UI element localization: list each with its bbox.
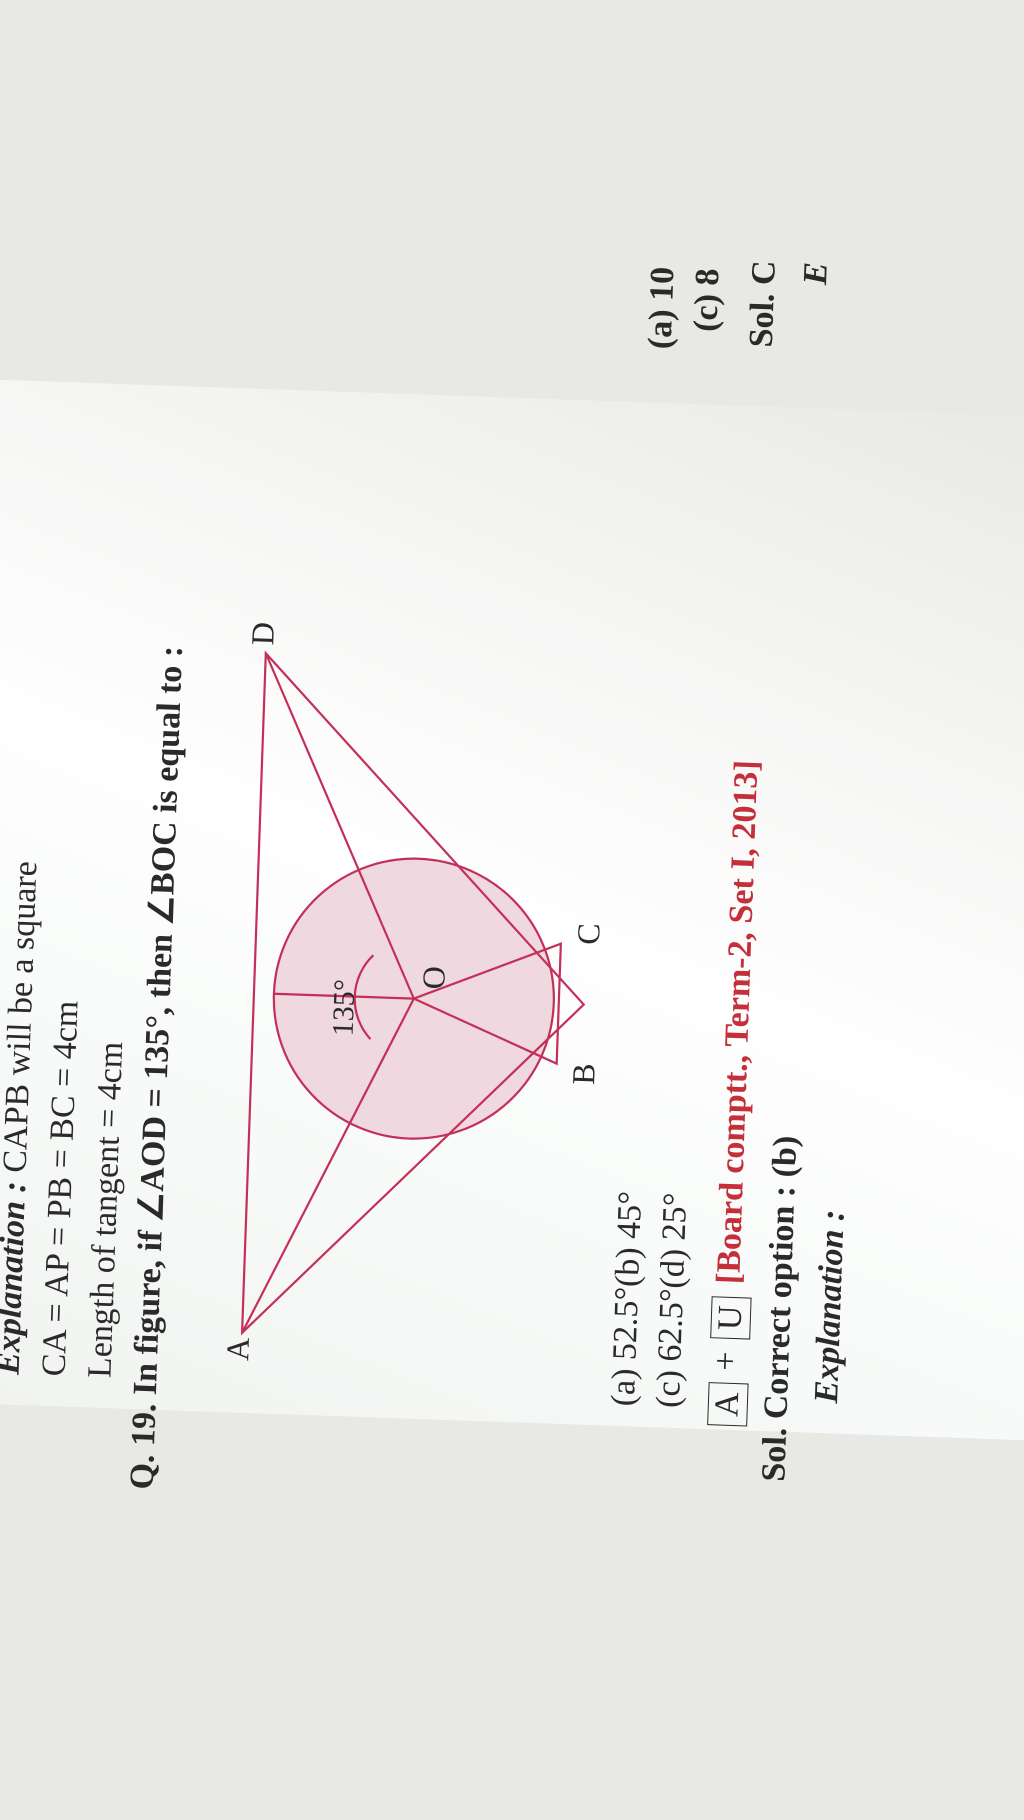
reference-text: [Board comptt., Term-2, Set I, 2013] — [710, 760, 765, 1285]
label-d: D — [244, 621, 281, 645]
label-o: O — [415, 966, 452, 990]
page-content: Explanation : CAPB will be a square CA =… — [0, 185, 892, 1614]
option-a: (a) 52.5° — [600, 1286, 650, 1407]
right-ex: E — [793, 261, 840, 285]
right-option-c: (c) 8 — [684, 258, 732, 333]
explanation-rest: CAPB will be a square — [0, 861, 44, 1182]
label-a: A — [219, 1337, 256, 1361]
explanation-prefix: Explanation : — [0, 1180, 33, 1375]
option-b: (b) 45° — [604, 1190, 653, 1287]
plus-sign: + — [707, 1351, 745, 1371]
solution-text: Correct option : (b) — [758, 1135, 805, 1420]
option-d: (d) 25° — [650, 1192, 699, 1289]
solution-prefix: Sol. — [755, 1427, 794, 1482]
right-sol: Sol. C — [739, 260, 788, 348]
label-angle: 135° — [326, 979, 361, 1037]
box-u: U — [710, 1296, 751, 1340]
right-option-a: (a) 10 — [637, 256, 686, 350]
geometry-figure: A B C D O 135° — [175, 611, 621, 1385]
box-a: A — [707, 1383, 748, 1427]
question-number: Q. 19. — [123, 1403, 163, 1490]
page-surface: Explanation : CAPB will be a square CA =… — [0, 367, 1024, 1454]
solution-inner: Sol. Correct option : (b) — [751, 1135, 809, 1482]
label-c: C — [569, 923, 606, 946]
label-b: B — [565, 1063, 602, 1086]
option-c: (c) 62.5° — [646, 1288, 696, 1409]
